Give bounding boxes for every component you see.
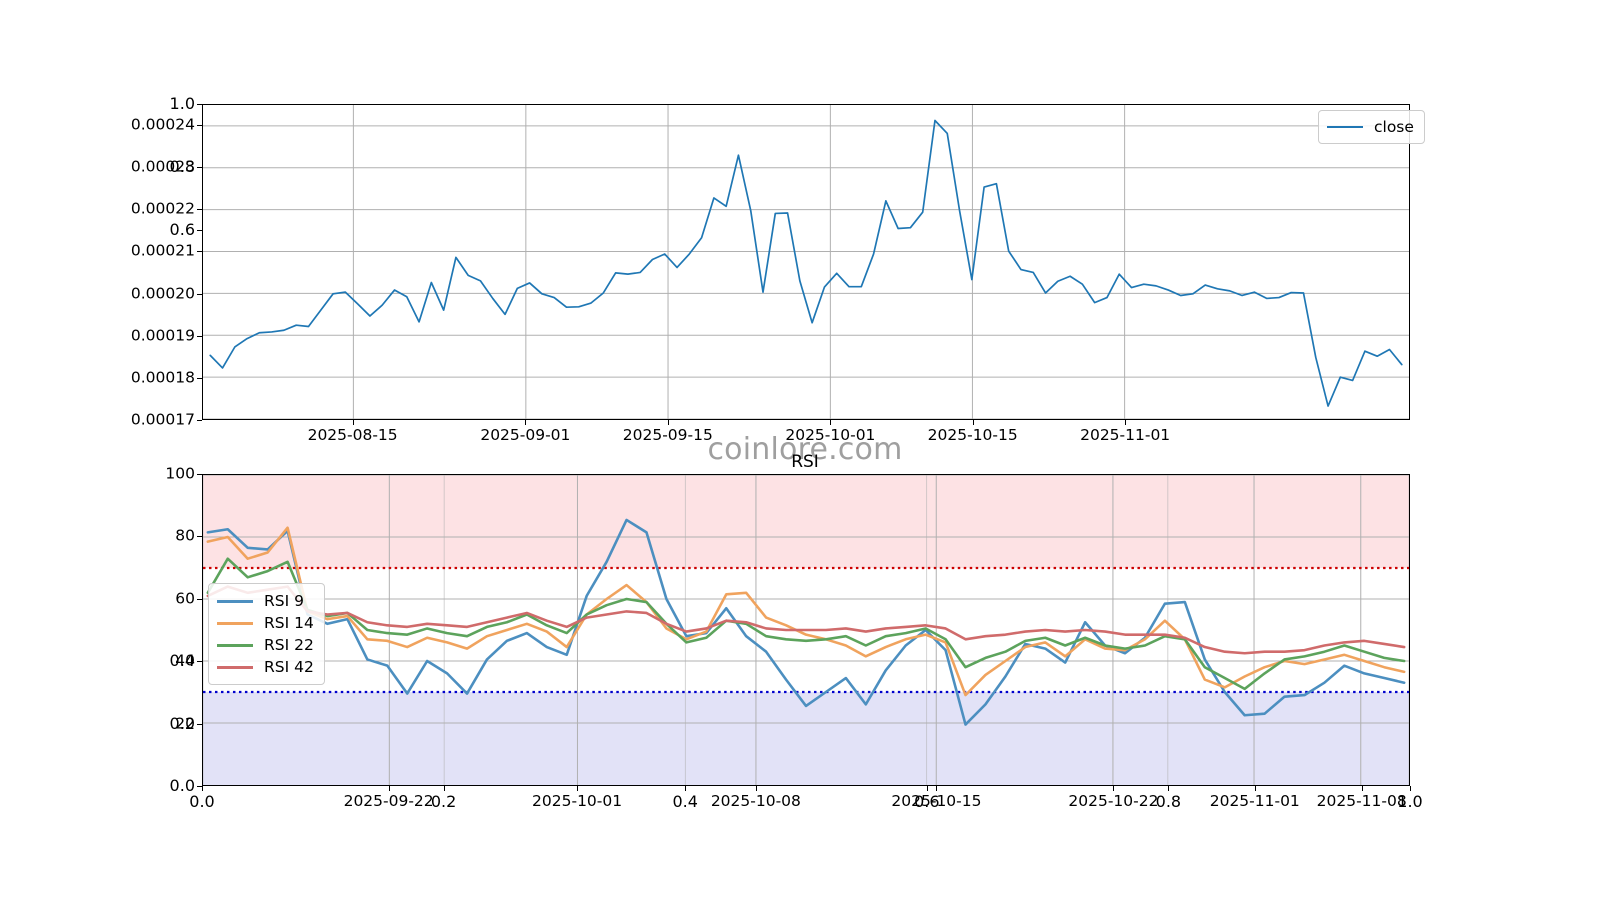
rsi-y-tick-label: 60 xyxy=(175,589,195,608)
price-plot-area xyxy=(203,105,1409,419)
tick-mark xyxy=(1113,786,1115,791)
price-y-tick-label: 0.00020 xyxy=(130,283,195,302)
price-x-tick-label: 2025-08-15 xyxy=(307,426,398,444)
legend-line-swatch xyxy=(1327,126,1363,128)
price-y-tick-label: 0.00018 xyxy=(130,368,195,387)
tick-mark xyxy=(197,125,202,127)
price-y-tick-label: 0.00021 xyxy=(130,241,195,260)
legend-label: RSI 42 xyxy=(264,658,314,676)
rsi-x-overlay-tick-label: 0.6 xyxy=(914,792,940,811)
legend-label: close xyxy=(1374,118,1414,136)
legend-item-rsi-9: RSI 9 xyxy=(217,590,314,612)
rsi-y-tick-label: 80 xyxy=(175,526,195,545)
rsi-panel-title: RSI xyxy=(791,452,819,472)
tick-mark xyxy=(197,377,202,379)
price-legend: close xyxy=(1318,110,1425,144)
tick-mark xyxy=(197,661,202,663)
tick-mark xyxy=(197,209,202,211)
tick-mark xyxy=(197,786,202,787)
tick-mark xyxy=(197,251,202,253)
tick-mark xyxy=(525,420,527,425)
price-x-tick-label: 2025-09-01 xyxy=(480,426,571,444)
rsi-y-tick-label: 20 xyxy=(175,713,195,732)
tick-mark xyxy=(197,474,202,475)
tick-mark xyxy=(830,420,832,425)
price-y-overlay-tick-label: 0.6 xyxy=(169,220,195,240)
price-x-tick-label: 2025-10-01 xyxy=(785,426,876,444)
tick-mark xyxy=(197,230,202,232)
tick-mark xyxy=(936,786,938,791)
price-y-tick-label: 0.00017 xyxy=(130,410,195,429)
price-chart-axes xyxy=(202,104,1410,420)
tick-mark xyxy=(443,786,445,791)
tick-mark xyxy=(197,723,202,725)
tick-mark xyxy=(197,536,202,538)
rsi-x-tick-label: 2025-10-01 xyxy=(532,792,623,810)
rsi-x-overlay-tick-label: 0.0 xyxy=(189,792,215,811)
price-y-tick-label: 0.00023 xyxy=(130,157,195,176)
legend-line-swatch xyxy=(217,665,253,669)
rsi-y-tick-label: 40 xyxy=(175,651,195,670)
tick-mark xyxy=(926,786,928,791)
tick-mark xyxy=(1125,420,1127,425)
rsi-x-overlay-tick-label: 0.2 xyxy=(430,792,457,811)
price-x-tick-label: 2025-11-01 xyxy=(1080,426,1171,444)
rsi-x-overlay-tick-label: 0.4 xyxy=(672,792,698,811)
rsi-y-tick-label: 100 xyxy=(165,464,195,483)
rsi-chart-axes xyxy=(202,474,1410,786)
price-y-tick-label: 0.00019 xyxy=(130,325,195,344)
tick-mark xyxy=(1410,786,1411,791)
legend-item-close: close xyxy=(1327,117,1414,137)
rsi-x-tick-label: 2025-11-08 xyxy=(1316,792,1407,810)
legend-item-rsi-42: RSI 42 xyxy=(217,656,314,678)
tick-mark xyxy=(202,786,203,791)
rsi-x-overlay-tick-label: 1.0 xyxy=(1397,792,1423,811)
tick-mark xyxy=(1361,786,1363,791)
legend-line-swatch xyxy=(217,643,253,647)
legend-item-rsi-22: RSI 22 xyxy=(217,634,314,656)
tick-mark xyxy=(197,335,202,337)
tick-mark xyxy=(685,786,687,791)
legend-label: RSI 9 xyxy=(264,592,304,610)
rsi-y-overlay-tick-label: 0.0 xyxy=(169,776,195,795)
rsi-x-tick-label: 2025-10-22 xyxy=(1068,792,1159,810)
rsi-x-tick-label: 2025-10-08 xyxy=(710,792,801,810)
price-x-tick-label: 2025-09-15 xyxy=(622,426,713,444)
rsi-y-overlay-tick-label: 0.4 xyxy=(169,651,195,671)
rsi-x-tick-label: 2025-10-15 xyxy=(891,792,982,810)
coinlore-watermark: coinlore.com xyxy=(707,432,903,467)
tick-mark xyxy=(352,420,354,425)
tick-mark xyxy=(197,167,202,169)
price-x-tick-label: 2025-10-15 xyxy=(927,426,1018,444)
legend-item-rsi-14: RSI 14 xyxy=(217,612,314,634)
rsi-legend: RSI 9 RSI 14 RSI 22 RSI 42 xyxy=(208,583,325,685)
legend-label: RSI 14 xyxy=(264,614,314,632)
legend-line-swatch xyxy=(217,599,253,603)
tick-mark xyxy=(577,786,579,791)
price-y-overlay-tick-label: 0.8 xyxy=(169,157,195,177)
rsi-y-overlay-tick-label: 0.2 xyxy=(169,713,195,733)
legend-label: RSI 22 xyxy=(264,636,314,654)
tick-mark xyxy=(197,420,202,421)
tick-mark xyxy=(972,420,974,425)
rsi-x-overlay-tick-label: 0.8 xyxy=(1155,792,1182,811)
tick-mark xyxy=(197,598,202,600)
tick-mark xyxy=(667,420,669,425)
price-line-plot xyxy=(203,105,1409,419)
rsi-x-tick-label: 2025-11-01 xyxy=(1209,792,1300,810)
tick-mark xyxy=(388,786,390,791)
legend-line-swatch xyxy=(217,621,253,625)
price-y-overlay-tick-label: 1.0 xyxy=(169,94,195,113)
tick-mark xyxy=(197,104,202,105)
price-y-tick-label: 0.00022 xyxy=(130,199,195,218)
rsi-x-tick-label: 2025-09-22 xyxy=(343,792,434,810)
price-y-tick-label: 0.00024 xyxy=(130,115,195,134)
tick-mark xyxy=(1254,786,1256,791)
rsi-plot-area xyxy=(203,475,1409,785)
tick-mark xyxy=(1168,786,1170,791)
tick-mark xyxy=(197,293,202,295)
rsi-line-plot xyxy=(203,475,1409,785)
tick-mark xyxy=(755,786,757,791)
